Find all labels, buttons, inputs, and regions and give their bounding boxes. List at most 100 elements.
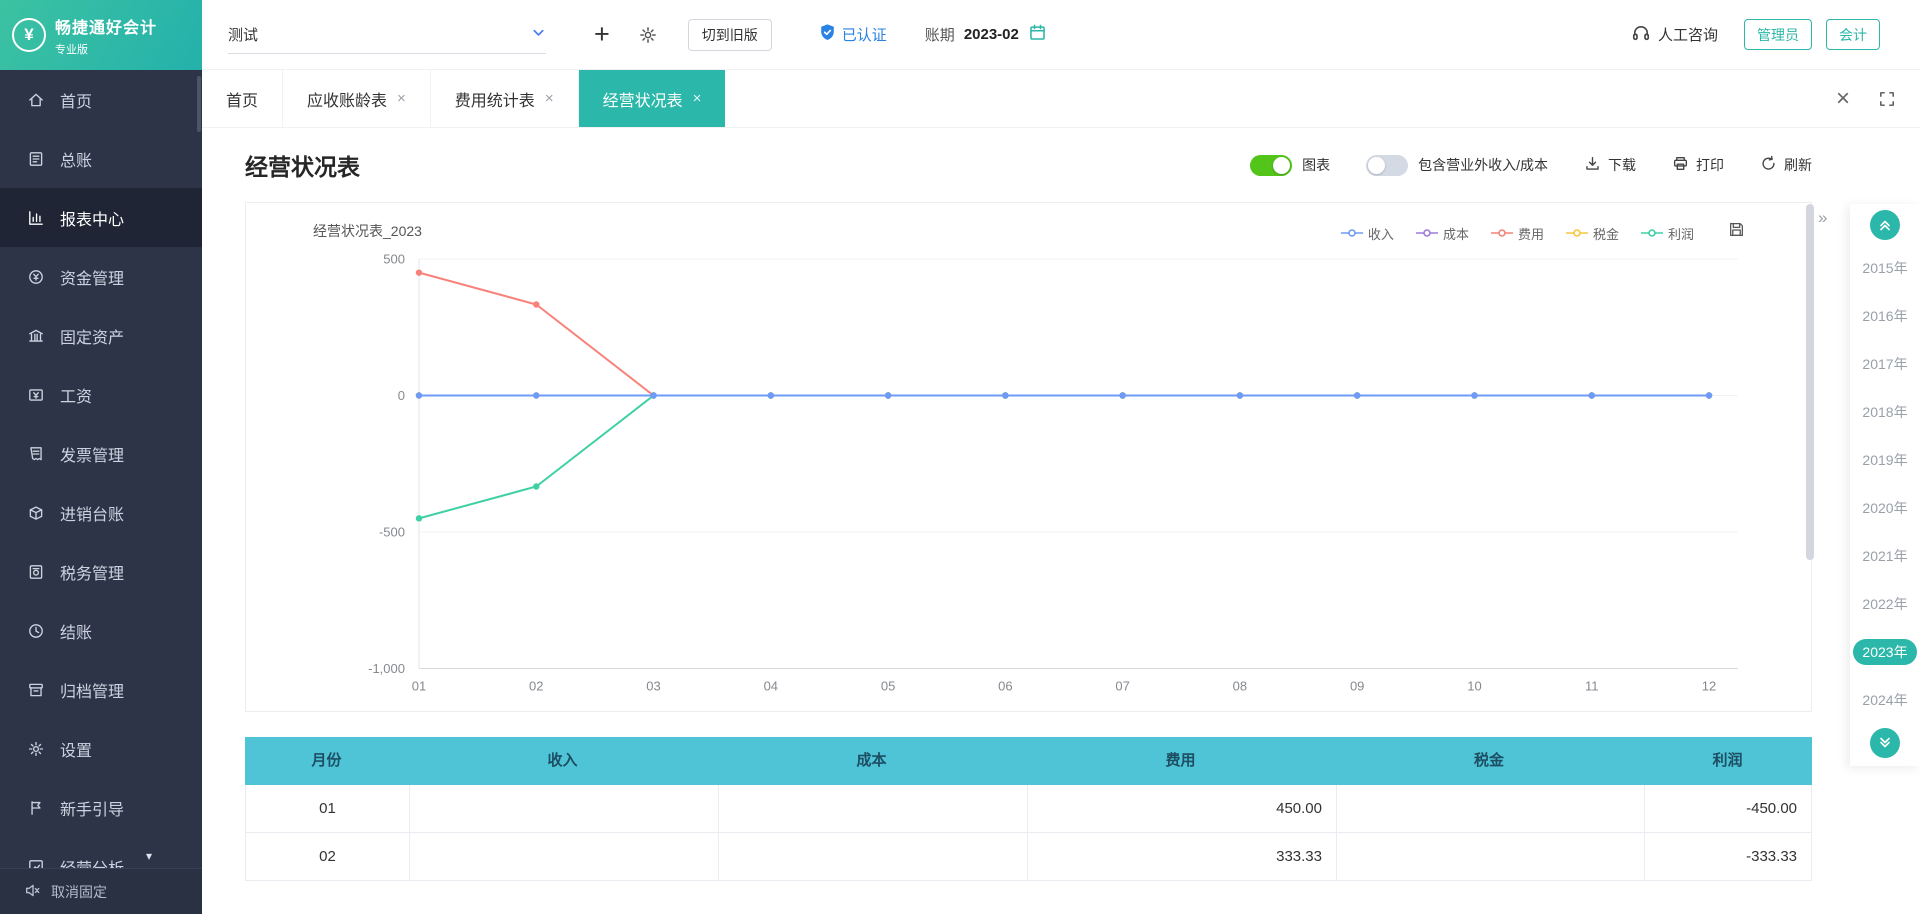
tab-operating-status[interactable]: 经营状况表 ×	[578, 70, 726, 127]
cell-tax	[1336, 785, 1644, 832]
sidebar-item-tax-management[interactable]: 税务管理	[0, 542, 202, 601]
cell-expense: 333.33	[1027, 833, 1336, 880]
tab-close-icon[interactable]: ×	[397, 90, 406, 107]
svg-text:05: 05	[881, 679, 895, 694]
legend-item-cost[interactable]: 成本	[1415, 224, 1469, 243]
sidebar-item-report-center[interactable]: 报表中心	[0, 188, 202, 247]
svg-text:09: 09	[1350, 679, 1364, 694]
year-list: 2015年 2016年 2017年 2018年 2019年 2020年 2021年 2022年…	[1853, 244, 1917, 724]
sidebar-item-fund-management[interactable]: 资金管理	[0, 247, 202, 306]
year-item-2018[interactable]: 2018年	[1853, 388, 1916, 436]
legend-label: 收入	[1367, 227, 1394, 242]
legend-label: 成本	[1442, 227, 1469, 242]
sidebar-item-purchase-sale-ledger[interactable]: 进销台账	[0, 483, 202, 542]
sidebar-item-beginner-guide[interactable]: 新手引导	[0, 778, 202, 837]
svg-text:-1,000: -1,000	[368, 661, 405, 676]
sidebar-item-label: 归档管理	[60, 683, 125, 701]
cell-expense: 450.00	[1027, 785, 1336, 832]
column-header-expense: 费用	[1165, 752, 1196, 769]
tab-home[interactable]: 首页	[202, 70, 284, 127]
sidebar-item-label: 资金管理	[60, 270, 125, 288]
sidebar-item-general-ledger[interactable]: 总账	[0, 129, 202, 188]
table-row: 01 450.00 -450.00	[246, 785, 1811, 833]
year-item-2021[interactable]: 2021年	[1853, 532, 1916, 580]
tab-close-icon[interactable]: ×	[544, 90, 554, 107]
legend-item-income[interactable]: 收入	[1340, 224, 1394, 243]
brand-edition: 专业版	[55, 43, 88, 56]
settings-gear-icon[interactable]	[638, 25, 658, 45]
year-item-2019[interactable]: 2019年	[1853, 436, 1916, 484]
year-item-2017[interactable]: 2017年	[1853, 340, 1916, 388]
year-item-2015[interactable]: 2015年	[1853, 244, 1916, 292]
admin-button[interactable]: 管理员	[1744, 19, 1812, 50]
svg-text:01: 01	[412, 679, 426, 694]
close-all-tabs-icon[interactable]: ×	[1835, 84, 1850, 112]
sidebar-item-label: 工资	[60, 388, 93, 406]
content-header: 经营状况表 图表 包含营业外收入/成本 下载	[202, 128, 1920, 202]
chart-toggle[interactable]	[1250, 154, 1293, 176]
sidebar-item-archive-management[interactable]: 归档管理	[0, 660, 202, 719]
content-scrollbar-thumb[interactable]	[1806, 204, 1814, 560]
svg-text:04: 04	[764, 679, 778, 694]
accountant-button[interactable]: 会计	[1826, 19, 1880, 50]
sidebar-item-closing[interactable]: 结账	[0, 601, 202, 660]
legend-item-tax[interactable]: 税金	[1565, 224, 1619, 243]
brand-name: 畅捷通好会计	[55, 19, 158, 37]
year-label: 2021年	[1862, 548, 1908, 564]
accounting-period[interactable]: 账期 2023-02	[925, 23, 1047, 47]
year-item-2022[interactable]: 2022年	[1853, 580, 1916, 628]
tab-expense-statistics[interactable]: 费用统计表 ×	[431, 70, 579, 127]
print-button[interactable]: 打印	[1672, 155, 1724, 175]
year-item-2020[interactable]: 2020年	[1853, 484, 1916, 532]
fullscreen-icon[interactable]	[1878, 90, 1896, 108]
workspace-select[interactable]: 测试	[228, 16, 546, 54]
scroll-years-down-button[interactable]	[1870, 728, 1900, 758]
legend-marker-icon	[1340, 226, 1363, 241]
switch-old-version-button[interactable]: 切到旧版	[687, 18, 772, 51]
cell-month: 01	[319, 800, 336, 817]
year-item-2024[interactable]: 2024年	[1853, 676, 1916, 724]
general-ledger-icon	[27, 150, 45, 168]
collapse-panel-icon[interactable]: »	[1818, 208, 1828, 227]
sidebar-item-home[interactable]: 首页	[0, 70, 202, 129]
nav-scroll-down-icon[interactable]: ▾	[146, 849, 153, 863]
download-button[interactable]: 下载	[1584, 155, 1636, 175]
human-consult-button[interactable]: 人工咨询	[1631, 23, 1718, 47]
scroll-years-up-button[interactable]	[1870, 210, 1900, 240]
year-label: 2020年	[1862, 500, 1908, 516]
include-nonoperating-toggle[interactable]	[1366, 154, 1409, 176]
certified-badge[interactable]: 已认证	[818, 23, 887, 46]
topbar: 测试 + 切到旧版 已认证 账期 2023-02	[202, 0, 1920, 70]
sidebar-item-business-analysis[interactable]: 经营分析	[0, 837, 202, 868]
archive-management-icon	[27, 681, 45, 699]
year-label: 2023年	[1853, 639, 1917, 665]
svg-text:12: 12	[1702, 679, 1716, 694]
tab-close-icon[interactable]: ×	[692, 90, 702, 107]
sidebar-scrollbar[interactable]	[197, 76, 201, 132]
sidebar-item-fixed-assets[interactable]: 固定资产	[0, 306, 202, 365]
column-header-profit: 利润	[1712, 752, 1743, 769]
refresh-button[interactable]: 刷新	[1760, 155, 1812, 175]
chart-legend: 收入 成本 费用 税金 利润	[1340, 224, 1694, 243]
unpin-sidebar-button[interactable]: 取消固定	[0, 868, 202, 914]
sidebar-item-label: 税务管理	[60, 565, 125, 583]
add-account-set-button[interactable]: +	[594, 19, 610, 49]
tab-label: 首页	[226, 92, 259, 110]
legend-item-expense[interactable]: 费用	[1490, 224, 1544, 243]
save-chart-icon[interactable]	[1728, 221, 1745, 243]
sidebar-item-settings[interactable]: 设置	[0, 719, 202, 778]
period-value: 2023-02	[963, 26, 1019, 43]
sidebar-item-payroll[interactable]: 工资	[0, 365, 202, 424]
sidebar-item-invoice-management[interactable]: 发票管理	[0, 424, 202, 483]
year-item-2023[interactable]: 2023年	[1853, 628, 1917, 676]
content-scrollbar[interactable]	[1806, 204, 1814, 904]
year-item-2016[interactable]: 2016年	[1853, 292, 1916, 340]
sidebar-item-label: 设置	[60, 742, 93, 760]
refresh-icon	[1760, 155, 1777, 175]
column-header-income: 收入	[547, 752, 578, 769]
tab-receivable-aging[interactable]: 应收账龄表 ×	[283, 70, 431, 127]
legend-item-profit[interactable]: 利润	[1640, 224, 1694, 243]
svg-text:11: 11	[1585, 679, 1599, 694]
settings-icon	[27, 740, 45, 758]
